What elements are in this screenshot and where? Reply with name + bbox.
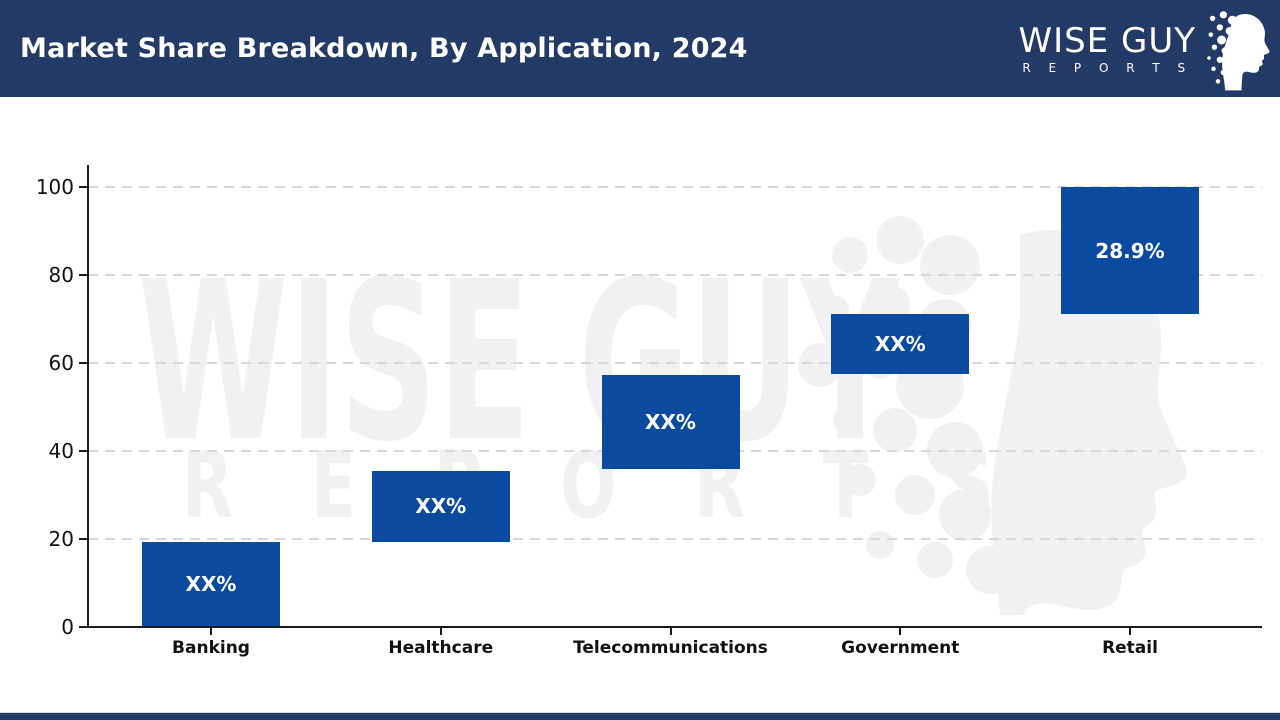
bar-value-label-government: XX% (874, 332, 926, 357)
header-bar: Market Share Breakdown, By Application, … (0, 0, 1280, 97)
gridline-60 (88, 362, 1262, 364)
bar-value-label-retail: 28.9% (1095, 238, 1165, 263)
wiseguy-logo-text: WISE GUY R E P O R T S (1018, 23, 1196, 75)
y-tick-80 (79, 274, 88, 276)
wiseguy-logo: WISE GUY R E P O R T S (1018, 0, 1272, 97)
x-tick-retail (1129, 627, 1131, 635)
wiseguy-face-icon (1207, 10, 1270, 90)
category-label-healthcare: Healthcare (388, 638, 494, 658)
y-tick-label-80: 80 (48, 263, 74, 287)
footer-bar (0, 712, 1280, 720)
category-label-retail: Retail (1102, 638, 1158, 658)
x-tick-telecommunications (669, 627, 672, 635)
y-tick-20 (79, 538, 88, 540)
gridline-80 (88, 274, 1262, 276)
category-label-government: Government (841, 638, 960, 658)
category-label-telecommunications: Telecommunications (573, 638, 768, 658)
brand-name: WISE GUY (1018, 20, 1196, 61)
y-tick-60 (79, 362, 88, 364)
gridline-100 (88, 186, 1262, 188)
bar-value-label-healthcare: XX% (415, 494, 467, 519)
x-tick-banking (210, 627, 212, 635)
y-tick-label-60: 60 (48, 351, 74, 375)
bar-healthcare: XX% (371, 470, 510, 542)
y-tick-0 (79, 626, 88, 628)
bar-telecommunications: XX% (601, 374, 740, 470)
y-tick-label-40: 40 (48, 439, 74, 463)
bar-value-label-telecommunications: XX% (645, 410, 696, 435)
bar-retail: 28.9% (1061, 187, 1199, 315)
bar-banking: XX% (142, 541, 280, 627)
brand-subname: R E P O R T S (1022, 60, 1193, 75)
bar-value-label-banking: XX% (185, 572, 237, 597)
gridline-20 (88, 538, 1262, 540)
y-tick-label-0: 0 (61, 615, 74, 639)
y-tick-label-100: 100 (35, 175, 74, 199)
y-axis-line (87, 165, 89, 627)
x-tick-healthcare (439, 627, 442, 635)
x-tick-government (899, 627, 902, 635)
y-tick-100 (79, 186, 88, 188)
y-tick-label-20: 20 (48, 527, 74, 551)
category-label-banking: Banking (172, 638, 250, 658)
y-tick-40 (79, 450, 88, 452)
page-title: Market Share Breakdown, By Application, … (20, 33, 748, 64)
bar-government: XX% (831, 314, 970, 374)
